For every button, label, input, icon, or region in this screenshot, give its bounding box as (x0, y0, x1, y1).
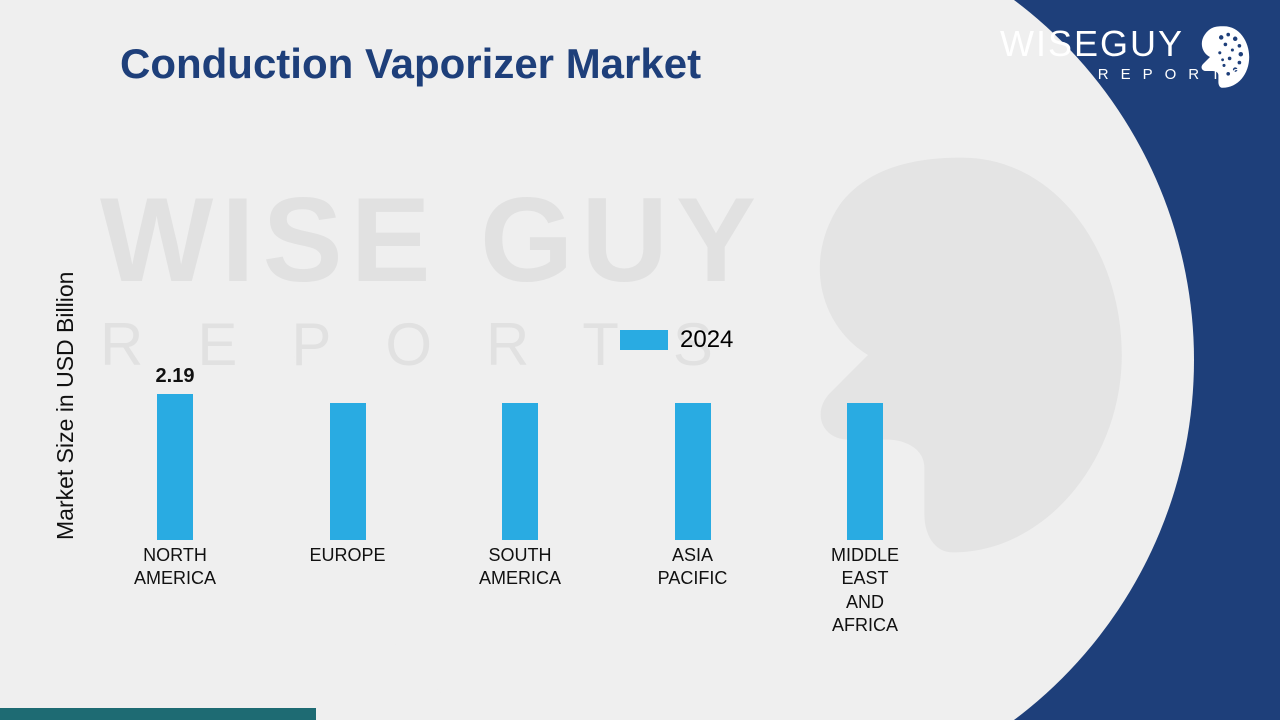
legend-swatch (620, 330, 668, 350)
logo-line1: WISEGUY (1000, 26, 1246, 62)
bar-group: 2.19 (110, 365, 240, 540)
logo-word-2: GUY (1100, 23, 1184, 64)
x-axis-category-label: MIDDLEEASTANDAFRICA (800, 544, 930, 638)
bar-group (628, 403, 758, 540)
bar (502, 403, 538, 540)
bar (157, 394, 193, 540)
x-axis-category-label: EUROPE (283, 544, 413, 638)
bars-container: 2.19 (110, 140, 930, 540)
bar-group (800, 403, 930, 540)
brand-logo: WISEGUY REPORTS (1000, 26, 1246, 83)
bar-group (283, 403, 413, 540)
chart-title: Conduction Vaporizer Market (120, 40, 701, 88)
x-axis-labels: NORTHAMERICA EUROPE SOUTHAMERICA ASIAPACIFI… (110, 544, 930, 638)
bar-value-label: 2.19 (156, 365, 195, 388)
bar (847, 403, 883, 540)
bar-group (455, 403, 585, 540)
bar (330, 403, 366, 540)
bar (675, 403, 711, 540)
x-axis-category-label: ASIAPACIFIC (628, 544, 758, 638)
y-axis-label: Market Size in USD Billion (52, 272, 79, 540)
footer-accent-bar (0, 708, 316, 720)
logo-line2: REPORTS (1008, 66, 1254, 83)
x-axis-category-label: NORTHAMERICA (110, 544, 240, 638)
chart-stage: WISE GUY REPORTS WISEGUY REPORTS Conduct… (0, 0, 1280, 720)
plot-area: 2.19 (110, 140, 930, 540)
x-axis-category-label: SOUTHAMERICA (455, 544, 585, 638)
legend: 2024 (620, 326, 733, 354)
logo-word-1: WISE (1000, 23, 1100, 64)
legend-label: 2024 (680, 326, 733, 354)
